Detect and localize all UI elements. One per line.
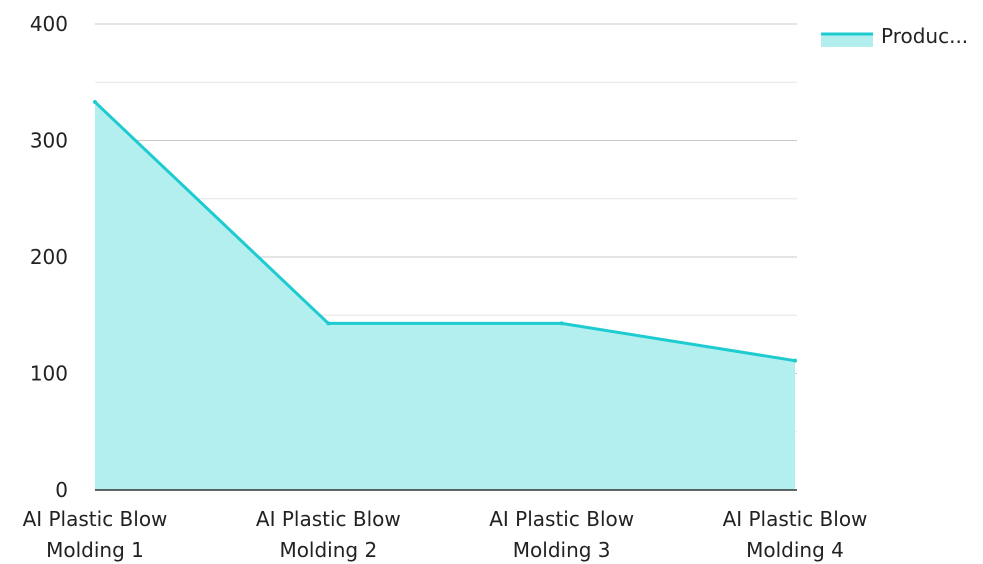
x-axis-ticks: AI Plastic Blow Molding 1 AI Plastic Blow M… xyxy=(23,507,868,562)
series-area-layer xyxy=(93,100,797,491)
x-tick-label: AI Plastic Blow Molding 3 xyxy=(489,507,634,562)
y-tick-label: 400 xyxy=(30,12,68,36)
y-tick-label: 0 xyxy=(55,478,68,502)
y-tick-label: 300 xyxy=(30,129,68,153)
legend[interactable]: Produc... xyxy=(821,24,968,48)
y-tick-label: 100 xyxy=(30,362,68,386)
data-point[interactable] xyxy=(326,321,331,326)
y-axis-ticks: 0 100 200 300 400 xyxy=(30,12,68,502)
x-tick-label: AI Plastic Blow Molding 2 xyxy=(256,507,401,562)
x-tick-label: AI Plastic Blow Molding 4 xyxy=(723,507,868,562)
legend-swatch-fill xyxy=(821,33,873,47)
data-point[interactable] xyxy=(559,321,564,326)
x-tick-label: AI Plastic Blow Molding 1 xyxy=(23,507,168,562)
data-point[interactable] xyxy=(793,358,797,363)
series-area-fill xyxy=(95,102,795,491)
series-line xyxy=(93,100,797,363)
y-tick-label: 200 xyxy=(30,245,68,269)
legend-label[interactable]: Produc... xyxy=(881,24,968,48)
data-point[interactable] xyxy=(93,100,97,105)
